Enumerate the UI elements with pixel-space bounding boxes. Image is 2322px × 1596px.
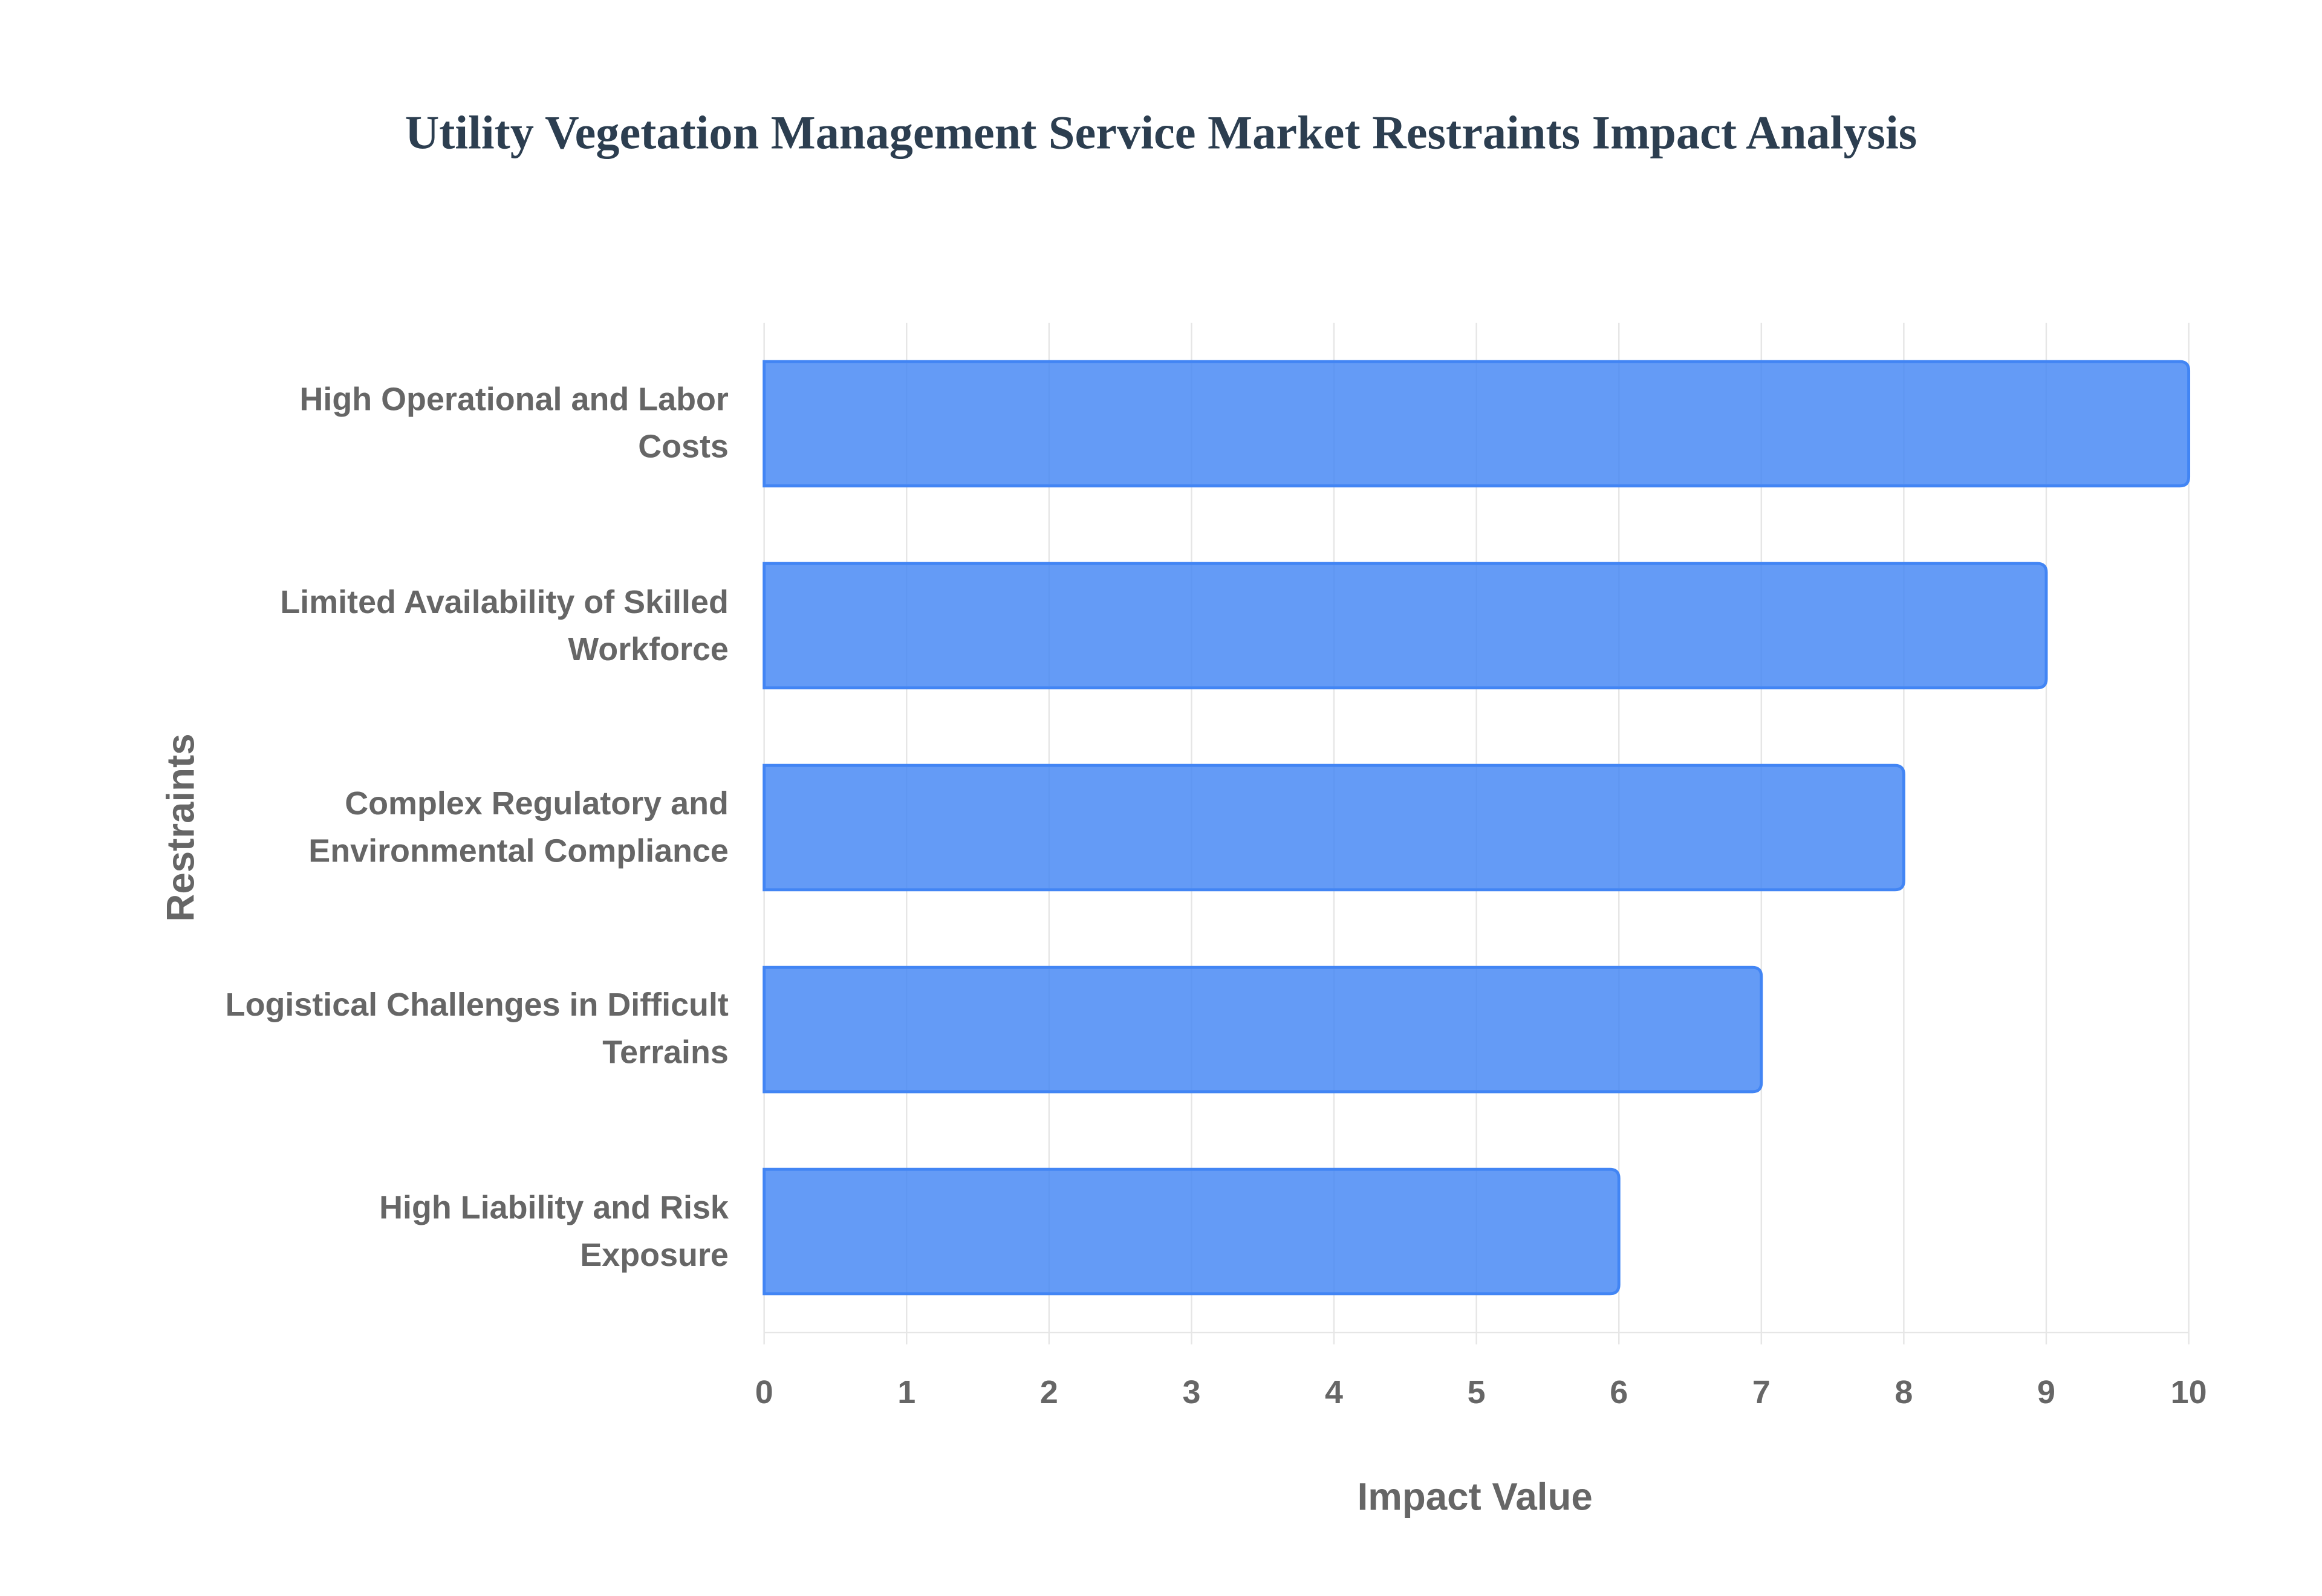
x-tick-label: 1	[897, 1374, 915, 1410]
x-tick-label: 6	[1610, 1374, 1628, 1410]
bar	[763, 1167, 1621, 1296]
bar	[763, 360, 2191, 488]
y-tick-label-box: High Liability and Risk Exposure	[379, 1189, 729, 1273]
x-tick-label: 10	[2171, 1374, 2207, 1410]
x-tick-label: 7	[1752, 1374, 1771, 1410]
x-tick-label: 0	[755, 1374, 773, 1410]
x-tick-label: 5	[1468, 1374, 1486, 1410]
y-tick-label-box: Logistical Challenges in Difficult Terra…	[225, 986, 729, 1071]
y-tick-label-box: Limited Availability of Skilled Workforc…	[280, 582, 729, 667]
x-tick-label: 4	[1325, 1374, 1343, 1410]
y-tick-label-box: Complex Regulatory and Environmental Com…	[308, 784, 729, 869]
x-axis-title: Impact Value	[1358, 1476, 1593, 1519]
x-tick-label: 2	[1040, 1374, 1058, 1410]
x-tick-label: 3	[1182, 1374, 1200, 1410]
x-tick-label: 8	[1894, 1374, 1913, 1410]
y-axis-title: Restraints	[159, 733, 202, 921]
bar	[763, 965, 1763, 1094]
y-tick-label: Complex Regulatory and Environmental Com…	[308, 784, 729, 869]
x-tick-label: 9	[2037, 1374, 2055, 1410]
chart-title: Utility Vegetation Management Service Ma…	[405, 106, 1917, 159]
y-tick-label: High Liability and Risk Exposure	[379, 1189, 729, 1273]
bar	[763, 562, 2048, 690]
y-tick-label: Limited Availability of Skilled Workforc…	[280, 582, 729, 667]
y-tick-label-box: High Operational and Labor Costs	[299, 380, 729, 465]
y-tick-label: Logistical Challenges in Difficult Terra…	[225, 986, 729, 1071]
bar	[763, 764, 1905, 892]
y-tick-label: High Operational and Labor Costs	[299, 380, 729, 465]
